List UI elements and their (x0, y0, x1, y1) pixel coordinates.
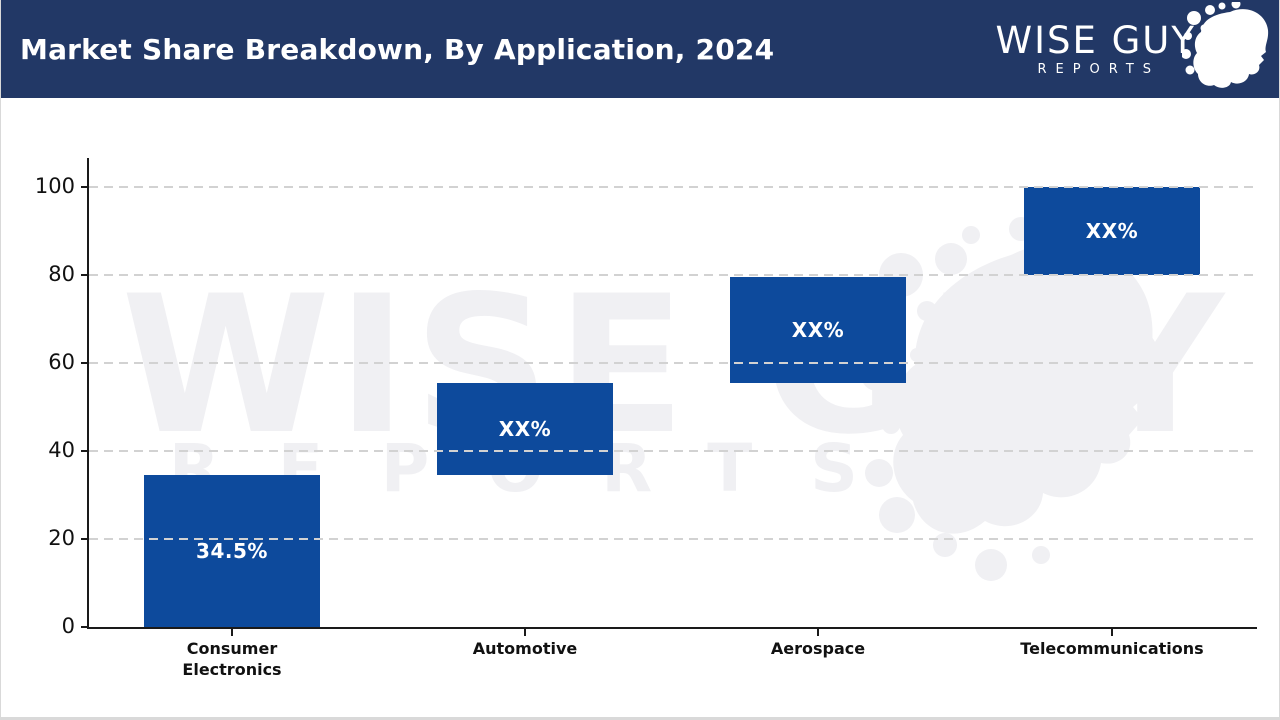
gridline-100 (89, 186, 1254, 188)
y-axis-tick-label: 60 (48, 350, 75, 374)
brand-head-icon (1182, 2, 1269, 88)
bar-value-label: XX% (498, 416, 552, 441)
y-axis-tick (81, 274, 88, 276)
y-axis-tick (81, 186, 88, 188)
x-axis-label: Automotive (472, 639, 578, 658)
y-axis-tick-label: 80 (48, 262, 75, 286)
gridline-60 (89, 362, 1254, 364)
y-axis-tick (81, 450, 88, 452)
x-axis-tick (1111, 629, 1113, 636)
y-axis-tick-label: 20 (48, 526, 75, 550)
x-axis-tick (524, 629, 526, 636)
x-axis-tick (817, 629, 819, 636)
gridline-80 (89, 274, 1254, 276)
x-axis-label: Consumer Electronics (182, 639, 282, 679)
y-axis-line (87, 158, 89, 629)
x-axis-label: Aerospace (770, 639, 866, 658)
bar-consumer-electronics: 34.5% (144, 475, 320, 627)
bar-value-label: XX% (791, 317, 845, 342)
bar-value-label: 34.5% (196, 539, 268, 564)
brand-subname: REPORTS (1037, 62, 1161, 77)
y-axis-tick-label: 100 (34, 174, 75, 198)
bar-value-label: XX% (1085, 219, 1139, 243)
y-axis-tick (81, 538, 88, 540)
y-axis-tick-label: 40 (48, 438, 75, 462)
y-axis-tick (81, 626, 88, 628)
header-bar: Market Share Breakdown, By Application, … (1, 0, 1279, 98)
gridline-40 (89, 450, 1254, 452)
brand-logo-text: WISE GUY REPORTS (996, 22, 1196, 76)
y-axis-tick-label: 0 (61, 614, 75, 638)
bar-aerospace: XX% (730, 277, 906, 383)
brand-name: WISE GUY (995, 19, 1196, 62)
x-axis-label: Telecommunications (1020, 639, 1204, 658)
bar-telecommunications: XX% (1024, 187, 1200, 275)
x-axis-tick (231, 629, 233, 636)
gridline-20 (89, 538, 1254, 540)
x-axis-line (87, 627, 1257, 629)
brand-logo: WISE GUY REPORTS (996, 2, 1274, 90)
y-axis-tick (81, 362, 88, 364)
chart-title: Market Share Breakdown, By Application, … (20, 32, 775, 66)
bar-automotive: XX% (437, 382, 613, 476)
